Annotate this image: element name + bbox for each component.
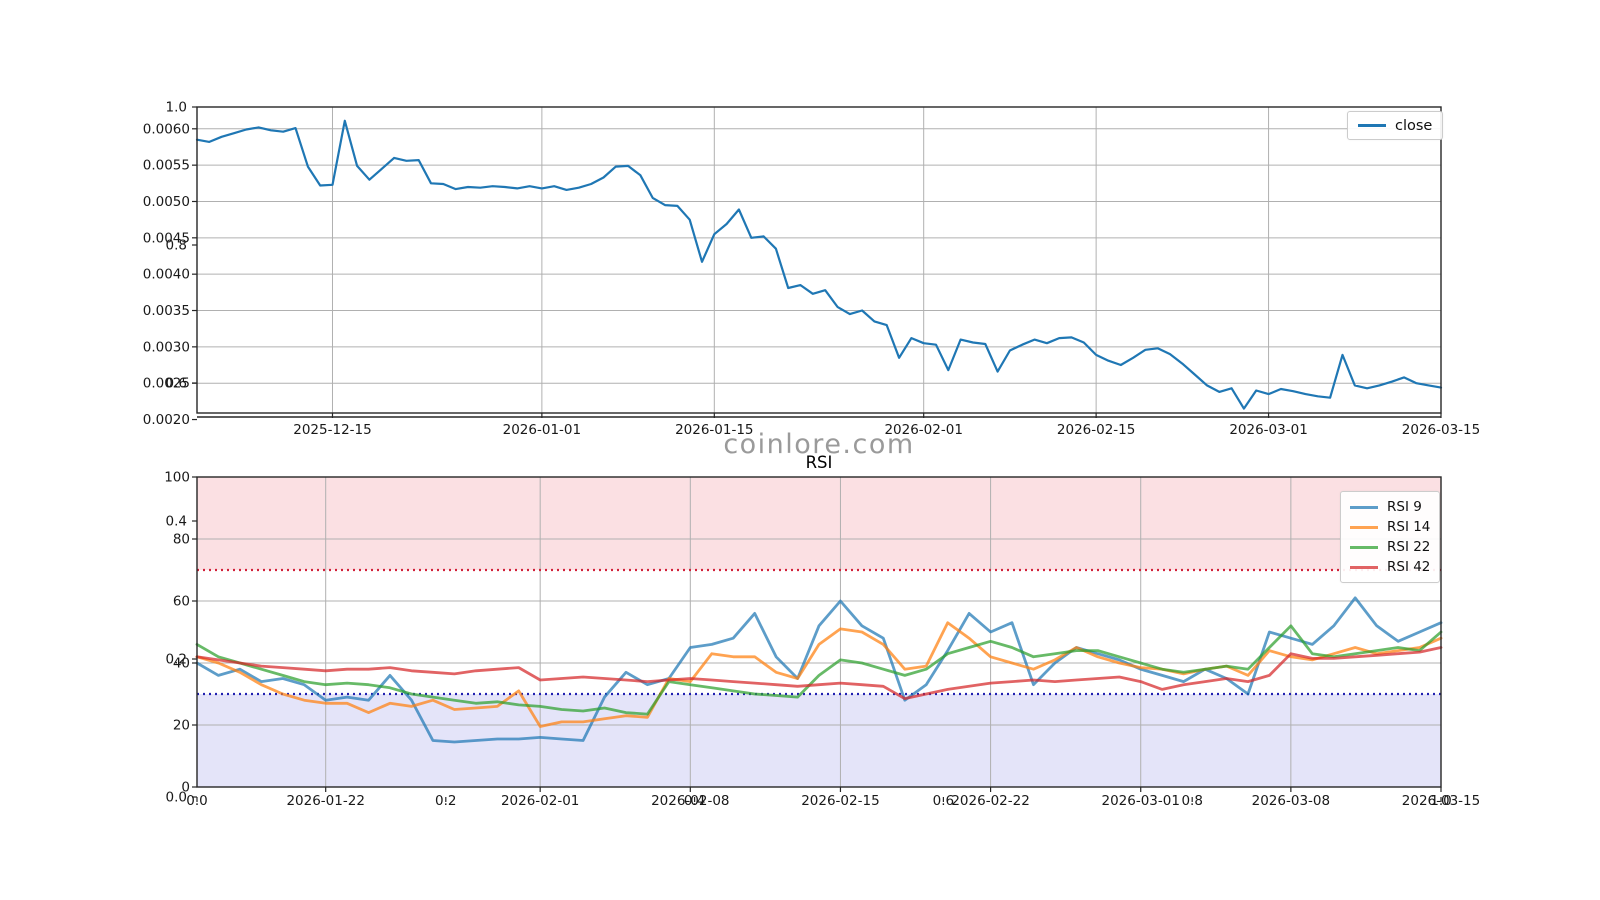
legend-line-sample xyxy=(1350,545,1378,549)
price-x-tick-label: 2026-03-15 xyxy=(1402,422,1480,438)
rsi-x-tick-label: 2026-02-15 xyxy=(801,793,879,809)
overlay-x-tick-label: 0.4 xyxy=(684,793,705,809)
legend-line-sample xyxy=(1358,124,1386,127)
price-y-tick-label: 0.0030 xyxy=(143,339,190,355)
legend-line-sample xyxy=(1350,525,1378,529)
rsi-legend: RSI 9 RSI 14 RSI 22 RSI 42 xyxy=(1340,491,1441,583)
price-y-tick-label: 0.0020 xyxy=(143,412,190,428)
rsi-overbought-band xyxy=(197,477,1441,570)
legend-label: RSI 42 xyxy=(1387,559,1431,575)
price-axes-spine xyxy=(196,106,1442,414)
price-x-tick-label: 2026-02-01 xyxy=(884,422,962,438)
legend-entry: RSI 42 xyxy=(1350,557,1430,577)
overlay-y-tick-label: 0.0 xyxy=(166,790,187,806)
price-y-tick-label: 0.0060 xyxy=(143,121,190,137)
price-x-tick-label: 2026-01-15 xyxy=(675,422,753,438)
legend-label: RSI 14 xyxy=(1387,519,1431,535)
overlay-x-tick-label: 0.0 xyxy=(186,793,207,809)
rsi-y-tick-label: 80 xyxy=(173,532,190,548)
rsi-x-tick-label: 2026-02-22 xyxy=(951,793,1029,809)
rsi-x-tick-label: 2026-02-01 xyxy=(501,793,579,809)
legend-label: close xyxy=(1395,117,1433,134)
overlay-x-tick-label: 0.2 xyxy=(435,793,456,809)
overlay-y-tick-label: 0.8 xyxy=(166,238,187,254)
rsi-y-tick-label: 0 xyxy=(181,780,190,796)
rsi-x-tick-label: 2026-03-08 xyxy=(1252,793,1330,809)
overlay-y-tick-label: 0.6 xyxy=(166,376,187,392)
legend-entry: RSI 14 xyxy=(1350,517,1430,537)
rsi-rsi-14-line xyxy=(195,621,1443,728)
legend-entry: RSI 9 xyxy=(1350,497,1430,517)
legend-entry: close xyxy=(1358,115,1432,136)
price-close-line xyxy=(195,119,1443,410)
rsi-oversold-band xyxy=(197,694,1441,787)
rsi-rsi-22-line xyxy=(195,624,1443,716)
overlay-x-tick-label: 0.6 xyxy=(933,793,954,809)
overlay-y-tick-label: 1.0 xyxy=(166,100,187,116)
overlay-x-tick-label: 1.0 xyxy=(1430,793,1451,809)
rsi-x-tick-label: 2026-03-01 xyxy=(1101,793,1179,809)
price-x-tick-label: 2025-12-15 xyxy=(293,422,371,438)
rsi-y-tick-label: 100 xyxy=(164,470,190,486)
legend-label: RSI 9 xyxy=(1387,499,1422,515)
price-x-tick-label: 2026-02-15 xyxy=(1057,422,1135,438)
rsi-y-tick-label: 40 xyxy=(173,656,190,672)
price-y-tick-label: 0.0040 xyxy=(143,267,190,283)
price-y-tick-label: 0.0055 xyxy=(143,158,190,174)
legend-entry: RSI 22 xyxy=(1350,537,1430,557)
watermark: coinlore.com xyxy=(723,429,915,460)
rsi-x-tick-label: 2026-02-08 xyxy=(651,793,729,809)
rsi-x-tick-label: 2026-01-22 xyxy=(286,793,364,809)
price-legend: close xyxy=(1347,111,1444,140)
rsi-axes-spine xyxy=(196,476,1442,788)
rsi-panel-title: RSI xyxy=(805,453,833,472)
price-y-tick-label: 0.0050 xyxy=(143,194,190,210)
price-x-tick-label: 2026-03-01 xyxy=(1229,422,1307,438)
price-y-tick-label: 0.0045 xyxy=(143,230,190,246)
rsi-y-tick-label: 60 xyxy=(173,594,190,610)
overlay-y-tick-label: 0.4 xyxy=(166,514,187,530)
legend-line-sample xyxy=(1350,565,1378,569)
price-x-tick-label: 2026-01-01 xyxy=(503,422,581,438)
price-y-tick-label: 0.0025 xyxy=(143,376,190,392)
overlay-x-tick-label: 0.8 xyxy=(1181,793,1202,809)
overlay-y-tick-label: 0.2 xyxy=(166,652,187,668)
legend-label: RSI 22 xyxy=(1387,539,1431,555)
rsi-y-tick-label: 20 xyxy=(173,718,190,734)
legend-line-sample xyxy=(1350,505,1378,509)
price-y-tick-label: 0.0035 xyxy=(143,303,190,319)
rsi-rsi-42-line xyxy=(195,646,1443,700)
